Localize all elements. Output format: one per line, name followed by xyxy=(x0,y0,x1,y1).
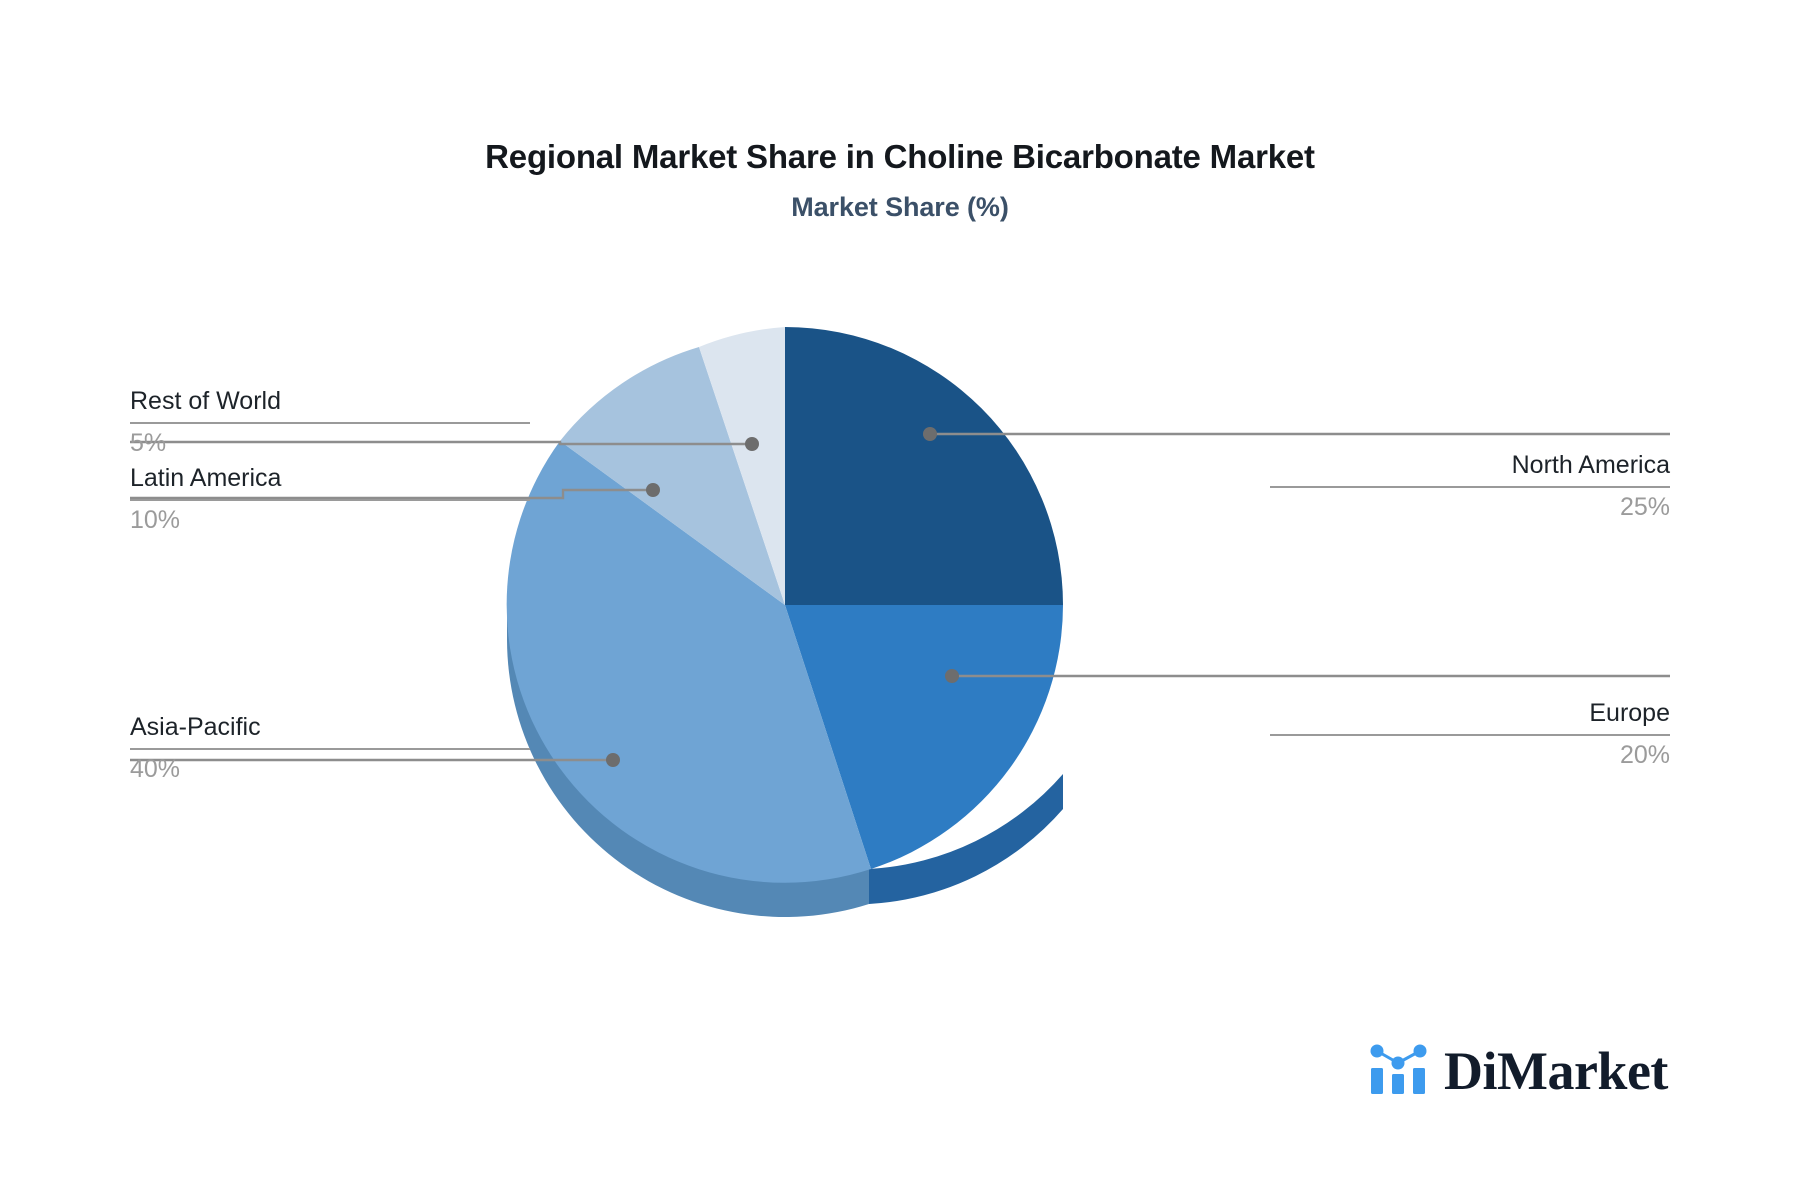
leader-dot-asia-pacific xyxy=(606,753,620,767)
callout-label-latin-america: Latin America xyxy=(130,464,282,492)
callout-rule-latin-america xyxy=(130,499,530,501)
callout-value-europe: 20% xyxy=(1619,741,1670,769)
leader-dot-north-america xyxy=(923,427,937,441)
pie-slice-north-america[interactable] xyxy=(785,327,1063,605)
pie-depth-europe xyxy=(869,774,1063,904)
callout-value-latin-america: 10% xyxy=(130,506,181,534)
chart-subtitle: Market Share (%) xyxy=(791,192,1009,222)
callout-rule-rest-of-world xyxy=(130,422,530,424)
callout-value-asia-pacific: 40% xyxy=(130,755,181,783)
callout-label-asia-pacific: Asia-Pacific xyxy=(130,713,261,741)
pie-depth-layer xyxy=(507,605,1063,917)
pie-depth-asia-pacific xyxy=(507,605,869,917)
leader-dot-rest-of-world xyxy=(745,437,759,451)
callout-label-north-america: North America xyxy=(1511,451,1670,479)
callout-latin-america[interactable]: Latin America 10% xyxy=(130,463,530,535)
callout-label-europe: Europe xyxy=(1589,699,1670,727)
callout-rule-asia-pacific xyxy=(130,748,530,750)
brand-logo-text: DiMarket xyxy=(1444,1040,1668,1101)
brand-logo[interactable]: DiMarket xyxy=(1368,1040,1668,1101)
pie-slices-layer xyxy=(506,327,1063,883)
callout-europe[interactable]: Europe 20% xyxy=(1270,698,1670,770)
chart-title: Regional Market Share in Choline Bicarbo… xyxy=(485,138,1315,175)
pie-slice-latin-america[interactable] xyxy=(560,347,785,605)
callout-rule-europe xyxy=(1270,734,1670,736)
pie-slice-europe[interactable] xyxy=(785,605,1063,869)
callout-label-rest-of-world: Rest of World xyxy=(130,387,281,415)
pie-slice-asia-pacific[interactable] xyxy=(506,441,871,883)
callout-value-rest-of-world: 5% xyxy=(130,429,167,457)
callout-rule-north-america xyxy=(1270,486,1670,488)
callout-rest-of-world[interactable]: Rest of World 5% xyxy=(130,386,530,458)
callout-asia-pacific[interactable]: Asia-Pacific 40% xyxy=(130,712,530,784)
leader-dot-europe xyxy=(945,669,959,683)
callout-north-america[interactable]: North America 25% xyxy=(1270,450,1670,522)
bar-chart-logo-icon xyxy=(1368,1040,1430,1101)
callout-value-north-america: 25% xyxy=(1619,493,1670,521)
leader-dots-layer xyxy=(606,427,959,767)
pie-slice-rest-of-world[interactable] xyxy=(699,327,785,605)
leader-dot-latin-america xyxy=(646,483,660,497)
